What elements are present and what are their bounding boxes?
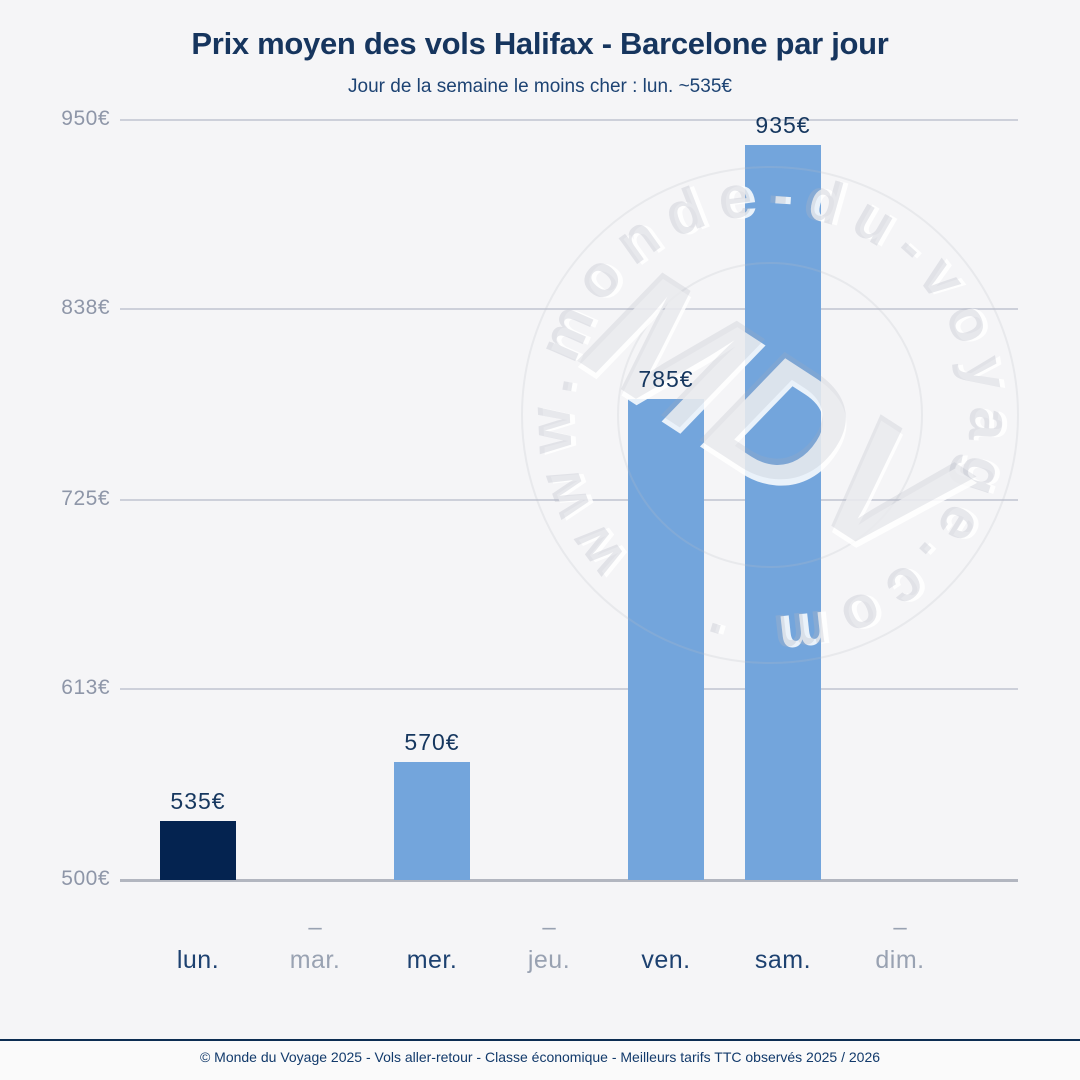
bar-value-label-ven: 785€: [638, 366, 694, 392]
footer: © Monde du Voyage 2025 - Vols aller-reto…: [0, 1041, 1080, 1080]
y-tick-label-725: 725€: [61, 487, 110, 510]
footer-text: © Monde du Voyage 2025 - Vols aller-reto…: [199, 1049, 881, 1065]
bar-mer: [394, 762, 470, 880]
x-label-mar: mar.: [289, 946, 341, 974]
x-label-lun: lun.: [176, 946, 220, 974]
x-label-sam: sam.: [754, 946, 812, 974]
chart-subtitle: Jour de la semaine le moins cher : lun. …: [348, 76, 732, 97]
bar-lun: [160, 821, 236, 880]
plot-area: [120, 119, 1018, 882]
y-tick-label-838: 838€: [61, 296, 110, 319]
bar-value-label-mer: 570€: [404, 729, 460, 755]
bar-value-label-sam: 935€: [755, 112, 811, 138]
x-label-ven: ven.: [641, 946, 691, 974]
chart-title: Prix moyen des vols Halifax - Barcelone …: [191, 26, 889, 61]
x-label-mer: mer.: [406, 946, 458, 974]
bar-ven: [628, 399, 704, 880]
bar-value-label-lun: 535€: [170, 788, 226, 814]
gridline-838: [120, 308, 1018, 310]
gridline-950: [120, 119, 1018, 121]
gridline-613: [120, 688, 1018, 690]
footer-divider: [0, 1039, 1080, 1041]
no-data-dash-jeu: –: [542, 914, 556, 941]
gridline-500: [120, 879, 1018, 882]
bar-sam: [745, 145, 821, 880]
y-tick-label-950: 950€: [61, 107, 110, 130]
no-data-dash-dim: –: [893, 914, 907, 941]
y-tick-label-613: 613€: [61, 676, 110, 699]
gridline-725: [120, 499, 1018, 501]
x-label-jeu: jeu.: [527, 946, 571, 974]
no-data-dash-mar: –: [308, 914, 322, 941]
x-label-dim: dim.: [875, 946, 925, 974]
y-tick-label-500: 500€: [61, 867, 110, 890]
